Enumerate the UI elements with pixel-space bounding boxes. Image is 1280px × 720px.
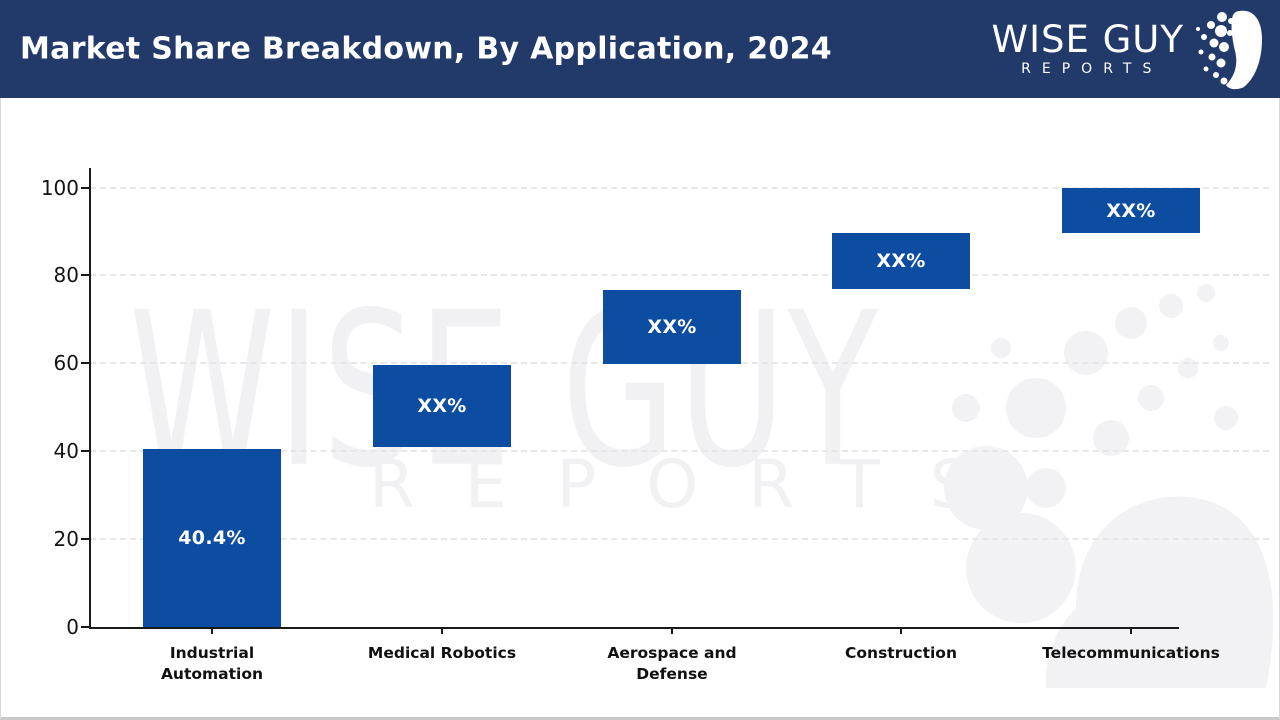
logo-name: WISE GUY xyxy=(991,17,1184,61)
watermark-text-2: REPORTS xyxy=(369,446,1022,523)
y-axis-tick-mark xyxy=(81,626,89,628)
x-axis-category-label: Industrial Automation xyxy=(160,644,264,684)
bar-value-label: XX% xyxy=(647,316,697,339)
bar-value-label: 40.4% xyxy=(178,527,246,550)
logo-text: WISE GUY REPORTS xyxy=(991,17,1184,78)
x-axis-category-label: Construction xyxy=(845,644,957,662)
chart-panel: WISE GUY REPORTS 0 20 40 60 80 100 40.4% XX% XX%… xyxy=(0,98,1280,720)
y-axis-tick-label: 60 xyxy=(53,351,79,376)
x-axis-tick-mark xyxy=(671,627,673,634)
plot-area: 0 20 40 60 80 100 40.4% XX% XX% XX% XX% Industrial … xyxy=(1,98,1279,717)
y-axis-tick-label: 20 xyxy=(53,527,79,552)
y-axis-tick-mark xyxy=(81,362,89,365)
gridline-80 xyxy=(90,274,1269,277)
x-axis-tick-mark xyxy=(441,627,443,634)
bar-aerospace-and-defense: XX% xyxy=(603,290,741,364)
page-title: Market Share Breakdown, By Application, … xyxy=(20,31,832,67)
bar-industrial-automation: 40.4% xyxy=(143,449,281,627)
gridline-20 xyxy=(90,538,1269,541)
bar-telecommunications: XX% xyxy=(1062,188,1200,233)
bar-value-label: XX% xyxy=(876,250,926,273)
wiseguy-face-icon xyxy=(1196,10,1262,90)
bar-medical-robotics: XX% xyxy=(373,365,511,448)
y-axis-tick-label: 80 xyxy=(53,263,79,288)
logo-subtitle: REPORTS xyxy=(1021,61,1163,78)
y-axis-tick-label: 0 xyxy=(66,615,79,639)
bar-construction: XX% xyxy=(832,233,970,290)
y-axis-line xyxy=(89,168,91,629)
y-axis-tick-mark xyxy=(81,538,89,541)
x-axis-tick-mark xyxy=(900,627,902,634)
bar-value-label: XX% xyxy=(417,395,467,418)
y-axis-tick-mark xyxy=(81,274,89,277)
x-axis-line xyxy=(89,627,1179,629)
x-axis-tick-mark xyxy=(1130,627,1132,634)
x-axis-category-label: Telecommunications xyxy=(1042,644,1220,662)
x-axis-category-label: Aerospace and Defense xyxy=(607,644,737,684)
y-axis-tick-label: 100 xyxy=(40,175,79,200)
y-axis-tick-mark xyxy=(81,186,89,189)
y-axis-tick-label: 40 xyxy=(53,439,79,464)
x-axis-category-label: Medical Robotics xyxy=(367,644,517,662)
gridline-40 xyxy=(90,450,1269,453)
x-axis-tick-mark xyxy=(211,627,213,634)
header-bar: Market Share Breakdown, By Application, … xyxy=(0,0,1280,98)
y-axis-tick-mark xyxy=(81,450,89,453)
wiseguy-logo: WISE GUY REPORTS xyxy=(992,6,1264,92)
gridline-100 xyxy=(90,186,1269,189)
bar-value-label: XX% xyxy=(1106,199,1156,222)
